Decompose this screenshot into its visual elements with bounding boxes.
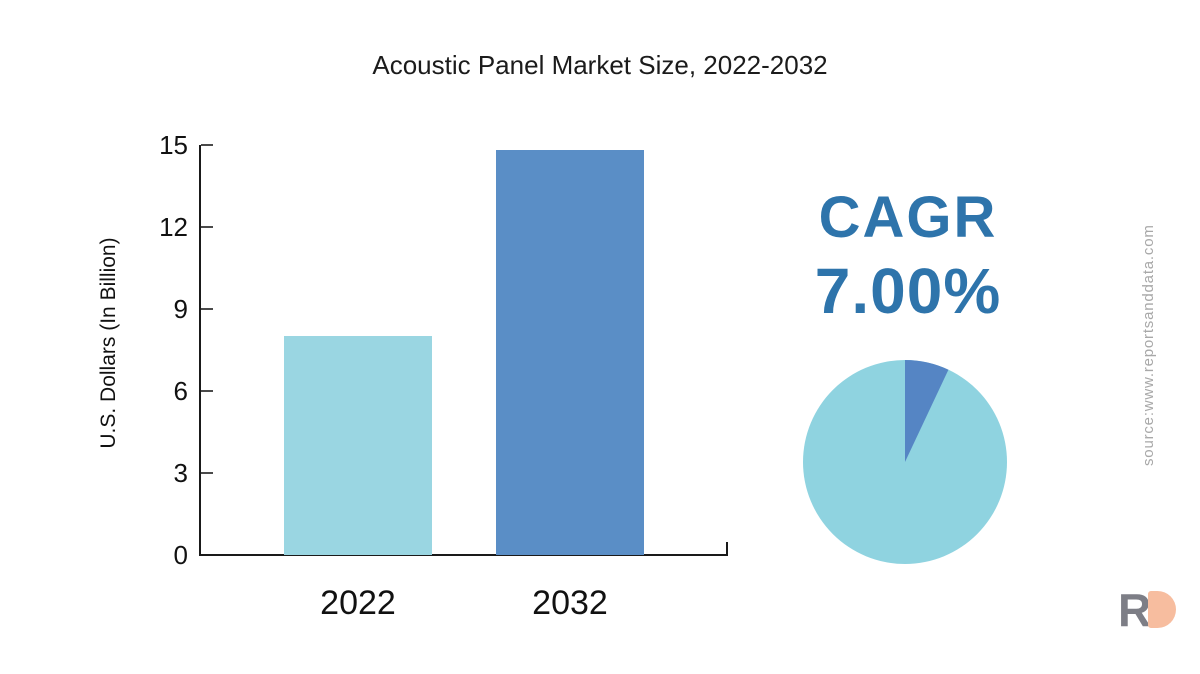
y-tick-mark [201, 390, 213, 392]
bar-2022 [284, 336, 432, 555]
y-tick-mark [201, 144, 213, 146]
y-tick-label: 6 [173, 376, 188, 406]
y-tick-label: 12 [159, 212, 188, 242]
y-tick-label: 15 [159, 130, 188, 160]
y-axis-line [199, 145, 201, 556]
bar-2032 [496, 150, 644, 555]
y-tick-label: 0 [173, 540, 188, 570]
chart-title: Acoustic Panel Market Size, 2022-2032 [372, 50, 828, 80]
x-axis-end-tick [726, 542, 728, 554]
y-axis-label: U.S. Dollars (In Billion) [97, 237, 120, 449]
x-tick-label-2032: 2032 [532, 584, 608, 622]
x-tick-label-2022: 2022 [320, 584, 396, 622]
reportsanddata-logo: RD [1118, 587, 1177, 633]
x-axis-line [199, 554, 728, 556]
cagr-value: 7.00% [814, 255, 1002, 327]
logo-letter-d-mark: D [1148, 591, 1177, 628]
y-tick-mark [201, 308, 213, 310]
pie-cagr-wedge [905, 360, 949, 462]
y-tick-label: 3 [173, 458, 188, 488]
y-tick-label: 9 [173, 294, 188, 324]
y-tick-mark [201, 472, 213, 474]
y-tick-mark [201, 226, 213, 228]
cagr-pie-chart [803, 360, 1007, 564]
logo-letter-r: R [1118, 584, 1151, 636]
cagr-label: CAGR [818, 185, 998, 250]
source-attribution: source:www.reportsanddata.com [1140, 224, 1157, 466]
